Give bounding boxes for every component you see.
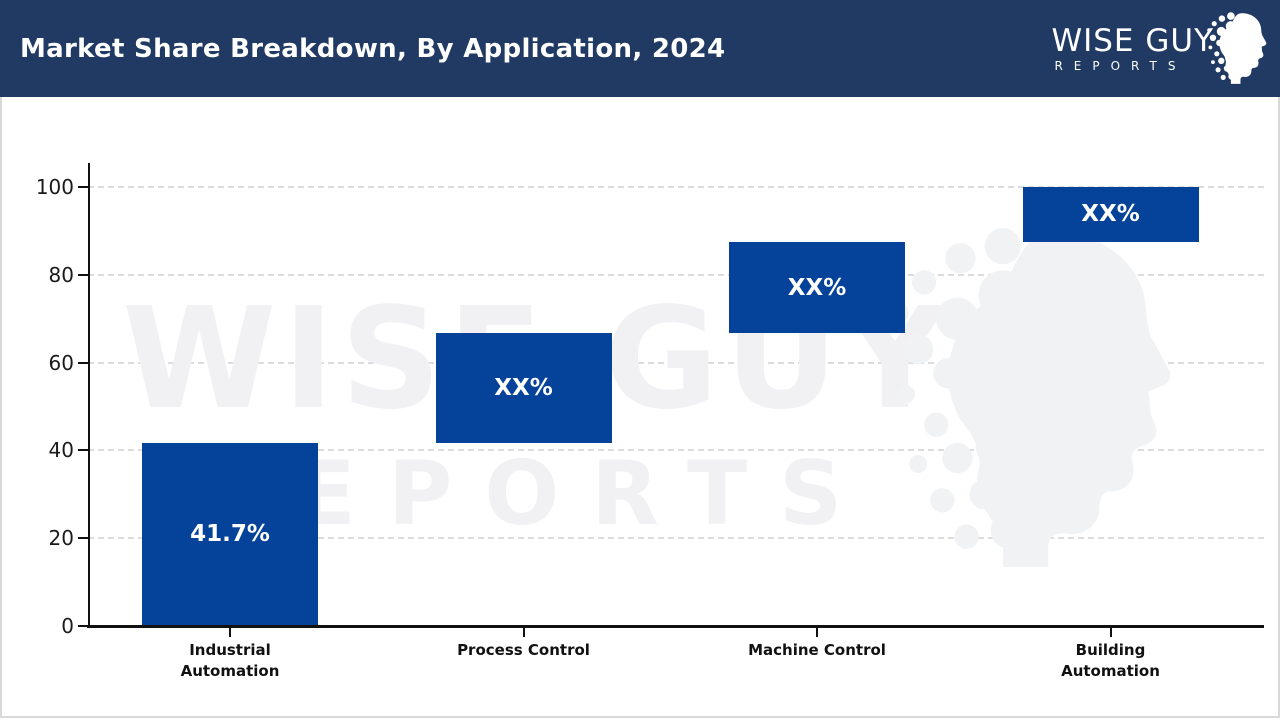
x-category-label-1: Process Control <box>457 641 590 659</box>
gridline-40 <box>88 449 1264 452</box>
gridline-100 <box>88 186 1264 188</box>
gridline-80 <box>88 273 1264 276</box>
bar-value-label-process-control: XX% <box>494 375 553 402</box>
x-category-label-3: Building Automation <box>1061 641 1160 680</box>
gridline-20 <box>88 537 1264 540</box>
x-tick-3 <box>1109 628 1112 637</box>
bar-industrial-automation: 41.7% <box>142 442 318 626</box>
logo-wordmark: WISE GUY <box>1051 23 1214 59</box>
y-tick-60 <box>78 361 88 364</box>
page-title: Market Share Breakdown, By Application, … <box>20 33 726 64</box>
x-tick-2 <box>816 628 818 637</box>
page-border-bottom <box>0 716 1280 718</box>
y-tick-label-20: 20 <box>48 526 74 551</box>
bar-machine-control: XX% <box>729 241 905 334</box>
x-category-label-2: Machine Control <box>748 641 886 659</box>
y-tick-label-60: 60 <box>48 350 74 375</box>
header-bar: Market Share Breakdown, By Application, … <box>0 0 1280 97</box>
gridline-60 <box>88 361 1264 364</box>
y-tick-100 <box>78 186 88 188</box>
y-tick-label-80: 80 <box>48 262 74 287</box>
logo-subtitle: REPORTS <box>1054 59 1187 73</box>
bar-process-control: XX% <box>435 333 612 443</box>
bar-value-label-industrial-automation: 41.7% <box>190 521 270 548</box>
wiseguy-logo: WISE GUY REPORTS <box>1051 4 1268 94</box>
y-tick-label-0: 0 <box>61 614 74 638</box>
bar-building-automation: XX% <box>1022 187 1199 242</box>
wiseguy-logo-text: WISE GUY REPORTS <box>1051 24 1214 74</box>
bar-value-label-building-automation: XX% <box>1081 201 1140 228</box>
y-tick-40 <box>78 449 88 452</box>
y-tick-80 <box>78 273 88 276</box>
y-tick-0 <box>78 625 88 627</box>
y-tick-label-100: 100 <box>35 175 74 199</box>
page-border-left <box>0 97 2 718</box>
x-tick-1 <box>522 628 525 637</box>
y-tick-label-40: 40 <box>48 438 74 463</box>
y-axis-line <box>88 163 90 627</box>
page-border-right <box>1278 97 1280 718</box>
x-tick-0 <box>229 628 231 637</box>
x-axis-line <box>87 625 1264 628</box>
bar-value-label-machine-control: XX% <box>787 274 847 301</box>
y-tick-20 <box>78 537 88 540</box>
x-category-label-0: Industrial Automation <box>180 641 280 680</box>
